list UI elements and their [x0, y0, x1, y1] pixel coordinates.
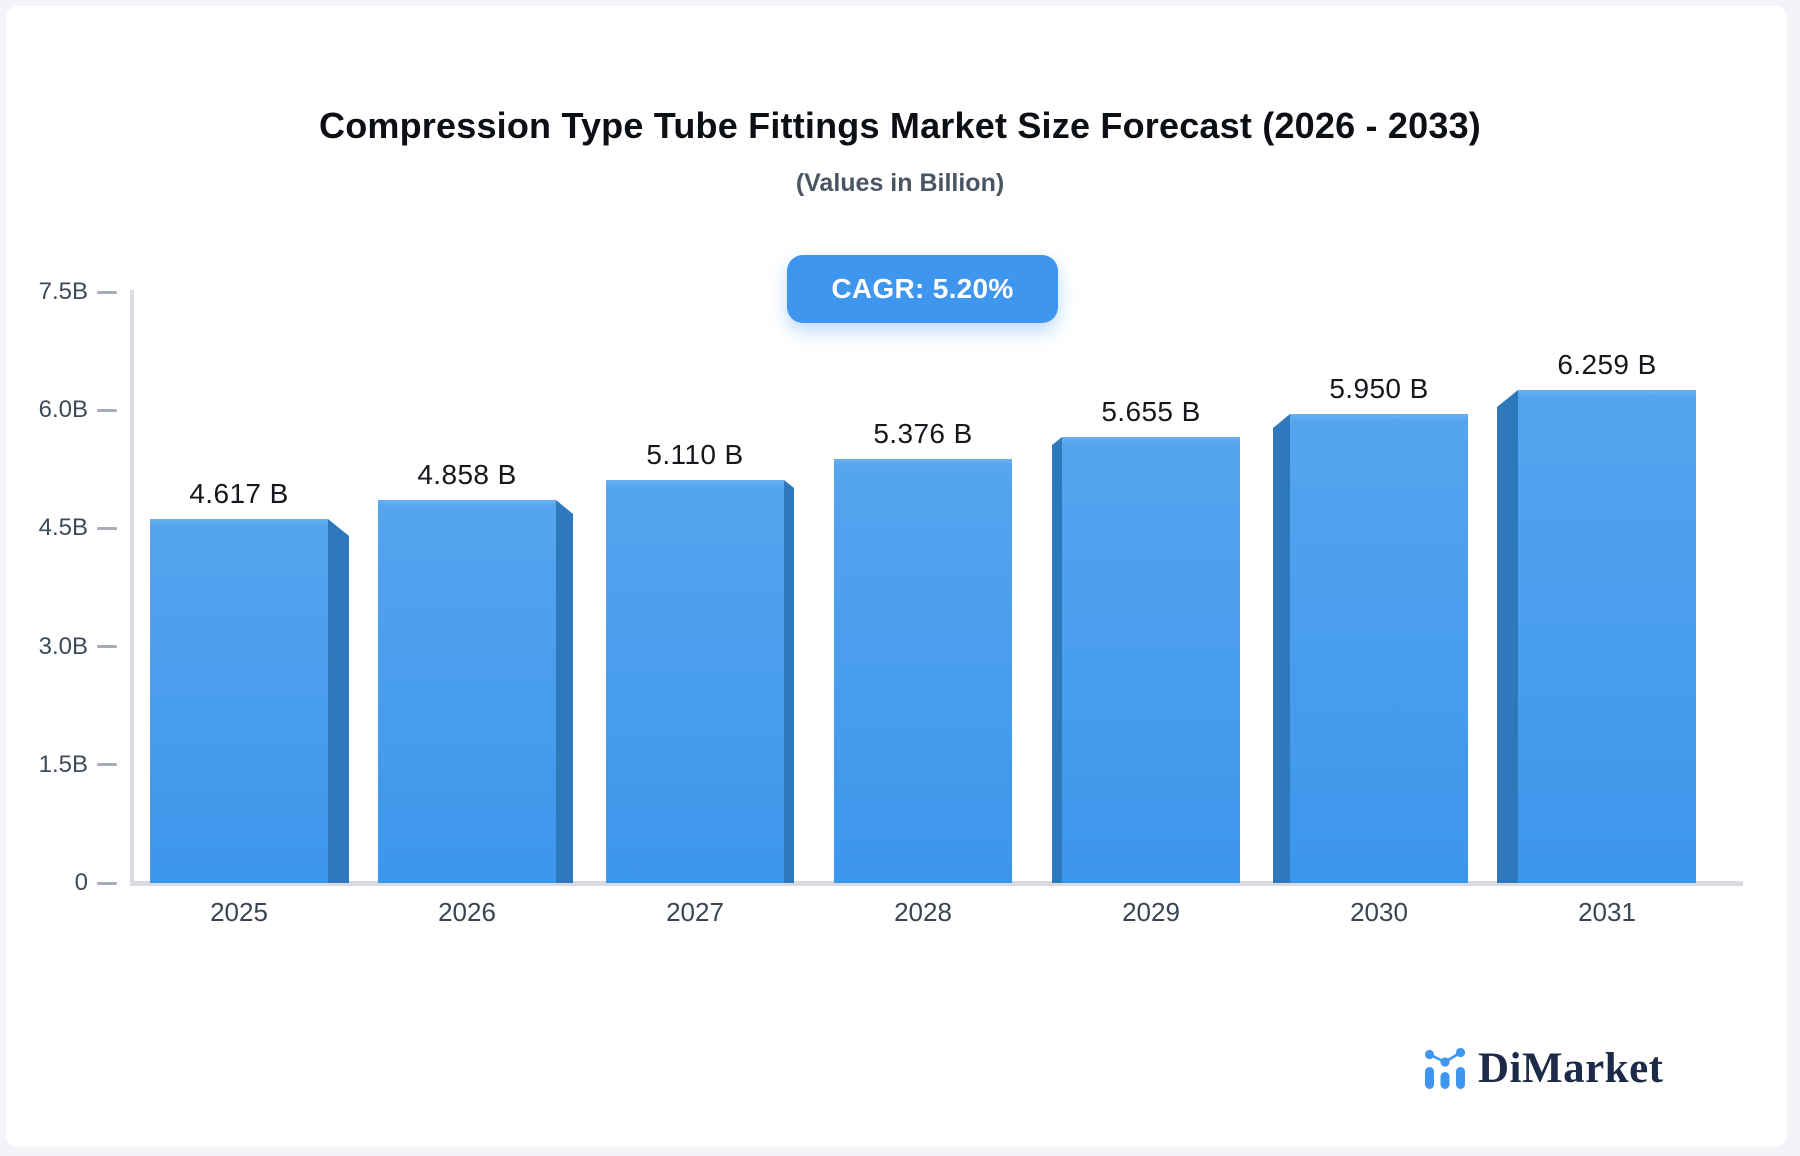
bar-2029: 5.655 B 2029 — [1052, 396, 1240, 927]
bar-face — [1518, 390, 1696, 883]
bar-value-label: 4.617 B — [189, 478, 289, 509]
bar-face — [834, 459, 1012, 883]
x-axis-line — [130, 881, 1743, 886]
y-tick-mark — [97, 763, 117, 767]
chart-subtitle: (Values in Billion) — [795, 169, 1005, 197]
cagr-badge: CAGR: 5.20% — [787, 255, 1058, 323]
y-tick-label: 7.5B — [38, 278, 88, 305]
y-axis-line — [130, 290, 134, 884]
bar-face — [378, 500, 556, 883]
logo: DiMarket — [1422, 1042, 1664, 1094]
bar-2026: 4.858 B 2026 — [378, 459, 573, 927]
y-tick-label: 1.5B — [38, 750, 88, 778]
cagr-badge-label: CAGR: 5.20% — [831, 273, 1014, 304]
bar-2030: 5.950 B 2030 — [1273, 373, 1468, 927]
bar-value-label: 5.110 B — [646, 439, 744, 470]
bar-value-label: 5.950 B — [1329, 373, 1429, 404]
bar-value-label: 5.655 B — [1101, 396, 1201, 427]
bar-3d-side — [784, 480, 794, 883]
y-tick-mark — [97, 645, 117, 649]
bar-value-label: 4.858 B — [417, 459, 517, 490]
x-axis-label: 2031 — [1578, 897, 1636, 927]
y-tick-mark — [97, 290, 117, 294]
y-tick-label: 3.0B — [38, 632, 88, 660]
y-tick-label: 6.0B — [38, 396, 88, 424]
bar-value-label: 5.376 B — [873, 418, 973, 449]
bar-face — [1062, 437, 1240, 883]
y-tick-mark — [97, 881, 117, 885]
bar-face — [606, 480, 784, 883]
bar-value-label: 6.259 B — [1557, 349, 1657, 380]
y-tick-mark — [97, 408, 117, 412]
bar-3d-side — [1497, 390, 1518, 883]
y-tick-label: 0 — [74, 869, 88, 896]
y-tick-mark — [97, 526, 117, 530]
chart-title: Compression Type Tube Fittings Market Si… — [319, 105, 1481, 146]
bar-2031: 6.259 B 2031 — [1497, 349, 1696, 927]
bar-face — [1290, 414, 1468, 883]
x-axis-label: 2026 — [438, 897, 496, 927]
x-axis-label: 2029 — [1122, 897, 1180, 927]
x-axis-label: 2025 — [210, 897, 268, 927]
bar-3d-side — [556, 500, 573, 883]
x-axis-label: 2027 — [666, 897, 724, 927]
mini-bar-chart-icon — [1424, 1047, 1466, 1089]
bar-3d-side — [328, 519, 349, 883]
bar-2027: 5.110 B 2027 — [606, 439, 794, 927]
y-tick-label: 4.5B — [38, 514, 88, 542]
bar-face — [150, 519, 328, 883]
x-axis-label: 2030 — [1350, 897, 1408, 927]
x-axis-label: 2028 — [894, 897, 952, 927]
bar-3d-side — [1052, 437, 1062, 883]
bar-3d-side — [1273, 414, 1290, 883]
bar-2028: 5.376 B 2028 — [834, 418, 1012, 927]
logo-text: DiMarket — [1478, 1044, 1664, 1092]
bar-2025: 4.617 B 2025 — [150, 478, 349, 927]
